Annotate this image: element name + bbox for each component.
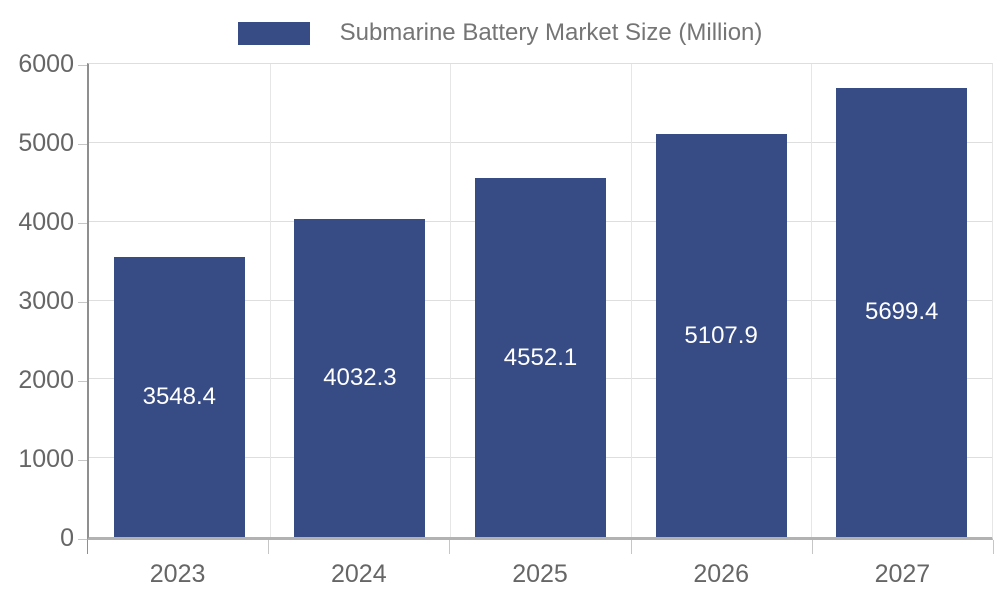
bar-value-label: 5699.4 — [864, 298, 939, 326]
y-axis-tick-mark — [78, 144, 87, 145]
y-axis-tick-label: 6000 — [18, 50, 74, 78]
plot-area: 3548.4 4032.3 4552.1 5107.9 5699.4 — [87, 63, 993, 540]
h-gridline — [89, 141, 992, 143]
bar-value-label: 5107.9 — [684, 321, 758, 349]
bar-2024: 4032.3 — [294, 219, 426, 537]
legend-swatch — [237, 21, 310, 45]
y-axis-tick-mark — [78, 65, 87, 66]
x-axis-tick-label: 2023 — [149, 560, 206, 588]
v-gridline — [630, 64, 632, 537]
y-axis-tick-mark — [78, 223, 87, 224]
y-axis-tick-label: 4000 — [18, 208, 74, 236]
x-axis-tick-mark — [87, 540, 88, 554]
x-axis-tick-mark — [993, 540, 994, 554]
x-axis-tick-label: 2025 — [512, 560, 568, 588]
y-axis-tick-mark — [78, 460, 87, 461]
bar-value-label: 4552.1 — [503, 343, 578, 371]
bar-value-label: 3548.4 — [142, 383, 216, 411]
y-axis-tick-label: 2000 — [18, 366, 74, 394]
bar-2023: 3548.4 — [113, 257, 245, 537]
y-axis-tick-label: 0 — [60, 524, 74, 552]
y-axis-tick-label: 5000 — [18, 129, 74, 157]
v-gridline — [269, 64, 271, 537]
y-axis-tick-mark — [78, 381, 87, 382]
x-axis-tick-label: 2024 — [330, 560, 387, 588]
y-axis-tick-mark — [78, 539, 87, 540]
bar-2025: 4552.1 — [475, 178, 606, 537]
v-gridline — [450, 64, 452, 537]
bar-value-label: 4032.3 — [323, 364, 397, 392]
v-gridline — [811, 64, 813, 537]
bar-2026: 5107.9 — [655, 134, 787, 537]
x-axis-tick-mark — [449, 540, 451, 554]
legend: Submarine Battery Market Size (Million) — [0, 19, 1000, 47]
x-axis-tick-mark — [268, 540, 270, 554]
x-axis-tick-label: 2027 — [874, 560, 931, 588]
x-axis-tick-mark — [811, 540, 813, 554]
y-axis-tick-mark — [78, 302, 87, 303]
y-axis-tick-label: 3000 — [18, 287, 74, 315]
x-axis-tick-label: 2026 — [693, 560, 749, 588]
bar-2027: 5699.4 — [836, 87, 968, 537]
y-axis-tick-label: 1000 — [18, 445, 74, 473]
x-axis-tick-mark — [630, 540, 632, 554]
legend-label: Submarine Battery Market Size (Million) — [339, 19, 763, 46]
